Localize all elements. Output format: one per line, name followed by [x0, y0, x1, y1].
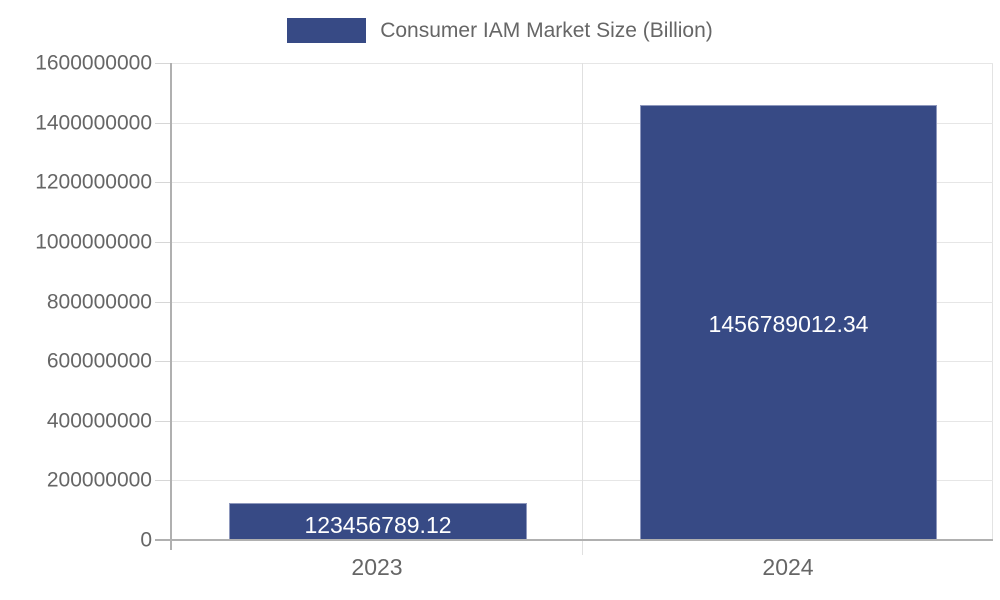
x-axis-tick-label-2024: 2024 — [762, 554, 814, 580]
y-axis-tick — [155, 122, 171, 124]
y-axis-tick — [155, 301, 171, 303]
y-axis-tick-label: 1600000000 — [35, 51, 152, 75]
y-axis-tick-label: 1200000000 — [35, 170, 152, 194]
bar-2024[interactable]: 1456789012.34 — [640, 105, 937, 540]
y-axis-tick-label: 1400000000 — [35, 111, 152, 135]
legend-item-consumer-iam-market-size[interactable]: Consumer IAM Market Size (Billion) — [287, 17, 713, 43]
category-divider — [582, 63, 583, 555]
y-axis-tick-label: 400000000 — [46, 409, 152, 433]
bar-2023[interactable]: 123456789.12 — [229, 503, 527, 540]
y-axis-tick — [155, 182, 171, 184]
legend-swatch-icon — [287, 17, 367, 43]
x-axis-line — [155, 539, 993, 541]
y-axis-tick-label: 0 — [140, 528, 152, 552]
y-axis-labels: 1600000000 1400000000 1200000000 1000000… — [0, 0, 152, 600]
y-axis-tick — [155, 420, 171, 422]
y-axis-tick — [155, 361, 171, 363]
bar-value-label: 1456789012.34 — [708, 311, 869, 337]
y-axis-tick-label: 800000000 — [46, 290, 152, 313]
plot-area: 123456789.12 1456789012.34 — [171, 63, 993, 555]
chart-legend: Consumer IAM Market Size (Billion) — [0, 12, 1000, 48]
legend-item-label: Consumer IAM Market Size (Billion) — [380, 18, 713, 42]
y-axis-tick-label: 200000000 — [46, 468, 152, 492]
y-axis-tick — [155, 63, 171, 64]
y-axis-tick — [155, 241, 171, 243]
y-axis-tick-label: 1000000000 — [35, 230, 152, 254]
y-axis-line — [170, 63, 172, 550]
y-axis-tick — [155, 480, 171, 482]
y-axis-tick-label: 600000000 — [46, 349, 152, 373]
bar-value-label: 123456789.12 — [304, 512, 452, 538]
x-axis-tick-label-2023: 2023 — [351, 554, 403, 580]
